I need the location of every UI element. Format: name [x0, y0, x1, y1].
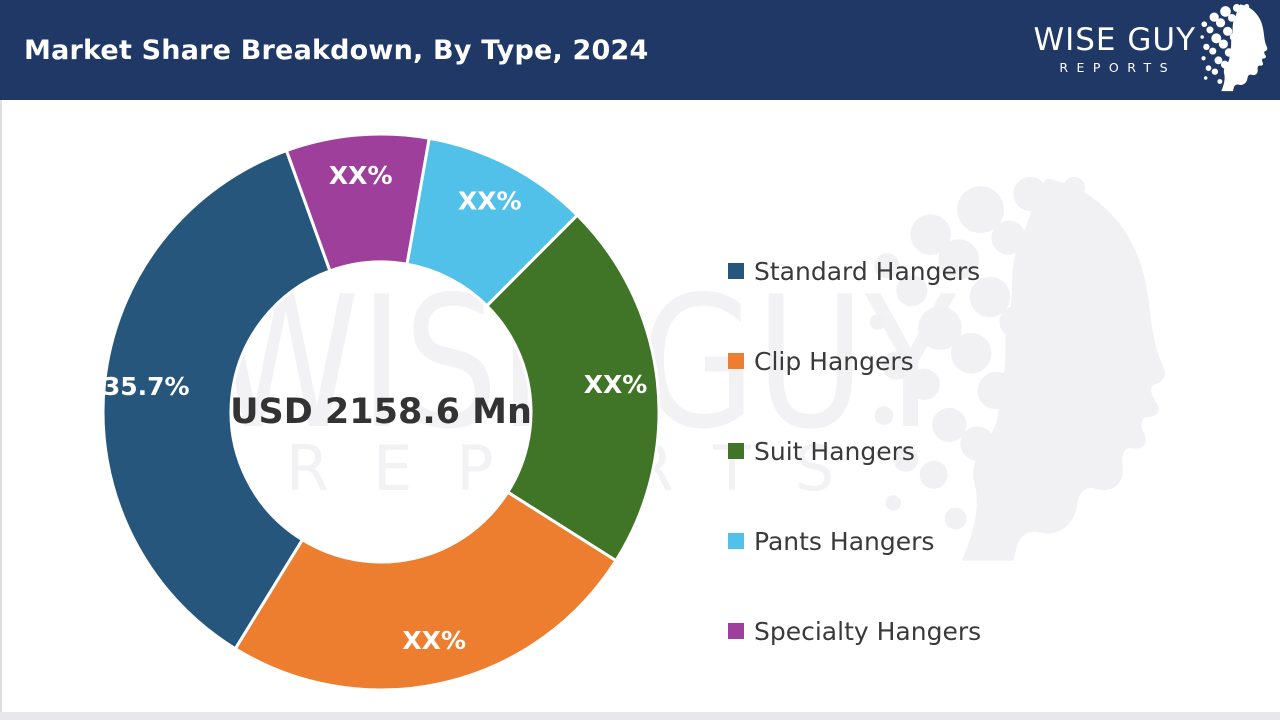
donut-segment-standard-hangers — [101, 149, 332, 651]
donut-chart: 35.7% XX% XX% XX% XX% — [101, 132, 661, 692]
page-title: Market Share Breakdown, By Type, 2024 — [24, 34, 649, 66]
segment-value-label: XX% — [329, 161, 393, 190]
legend-swatch — [728, 263, 744, 279]
legend-label: Standard Hangers — [754, 256, 981, 286]
logo-wordmark: WISE GUY — [1033, 22, 1196, 59]
donut-segment-clip-hangers — [233, 490, 618, 692]
bottom-strip — [0, 712, 1280, 720]
header: Market Share Breakdown, By Type, 2024 WI… — [0, 0, 1280, 100]
left-edge-divider — [0, 100, 2, 720]
logo-reports-text: REPORTS — [1059, 60, 1177, 76]
legend-swatch — [728, 353, 744, 369]
legend-item-specialty-hangers: Specialty Hangers — [728, 614, 981, 648]
legend-item-standard-hangers: Standard Hangers — [728, 254, 981, 288]
segment-value-label: XX% — [402, 626, 466, 655]
segment-value-label: 35.7% — [103, 372, 190, 401]
segment-value-label: XX% — [584, 370, 648, 399]
legend-label: Suit Hangers — [754, 436, 915, 466]
legend-label: Pants Hangers — [754, 526, 935, 556]
legend-swatch — [728, 533, 744, 549]
legend-swatch — [728, 623, 744, 639]
legend-label: Clip Hangers — [754, 346, 914, 376]
segment-value-label: XX% — [458, 187, 522, 216]
legend-label: Specialty Hangers — [754, 616, 982, 646]
legend: Standard Hangers Clip Hangers Suit Hangers… — [728, 254, 981, 648]
legend-item-pants-hangers: Pants Hangers — [728, 524, 981, 558]
legend-item-clip-hangers: Clip Hangers — [728, 344, 981, 378]
legend-swatch — [728, 443, 744, 459]
logo-head-icon — [1200, 4, 1268, 92]
legend-item-suit-hangers: Suit Hangers — [728, 434, 981, 468]
brand-logo: WISE GUY REPORTS — [1033, 0, 1270, 100]
donut-segment-suit-hangers — [485, 213, 661, 563]
